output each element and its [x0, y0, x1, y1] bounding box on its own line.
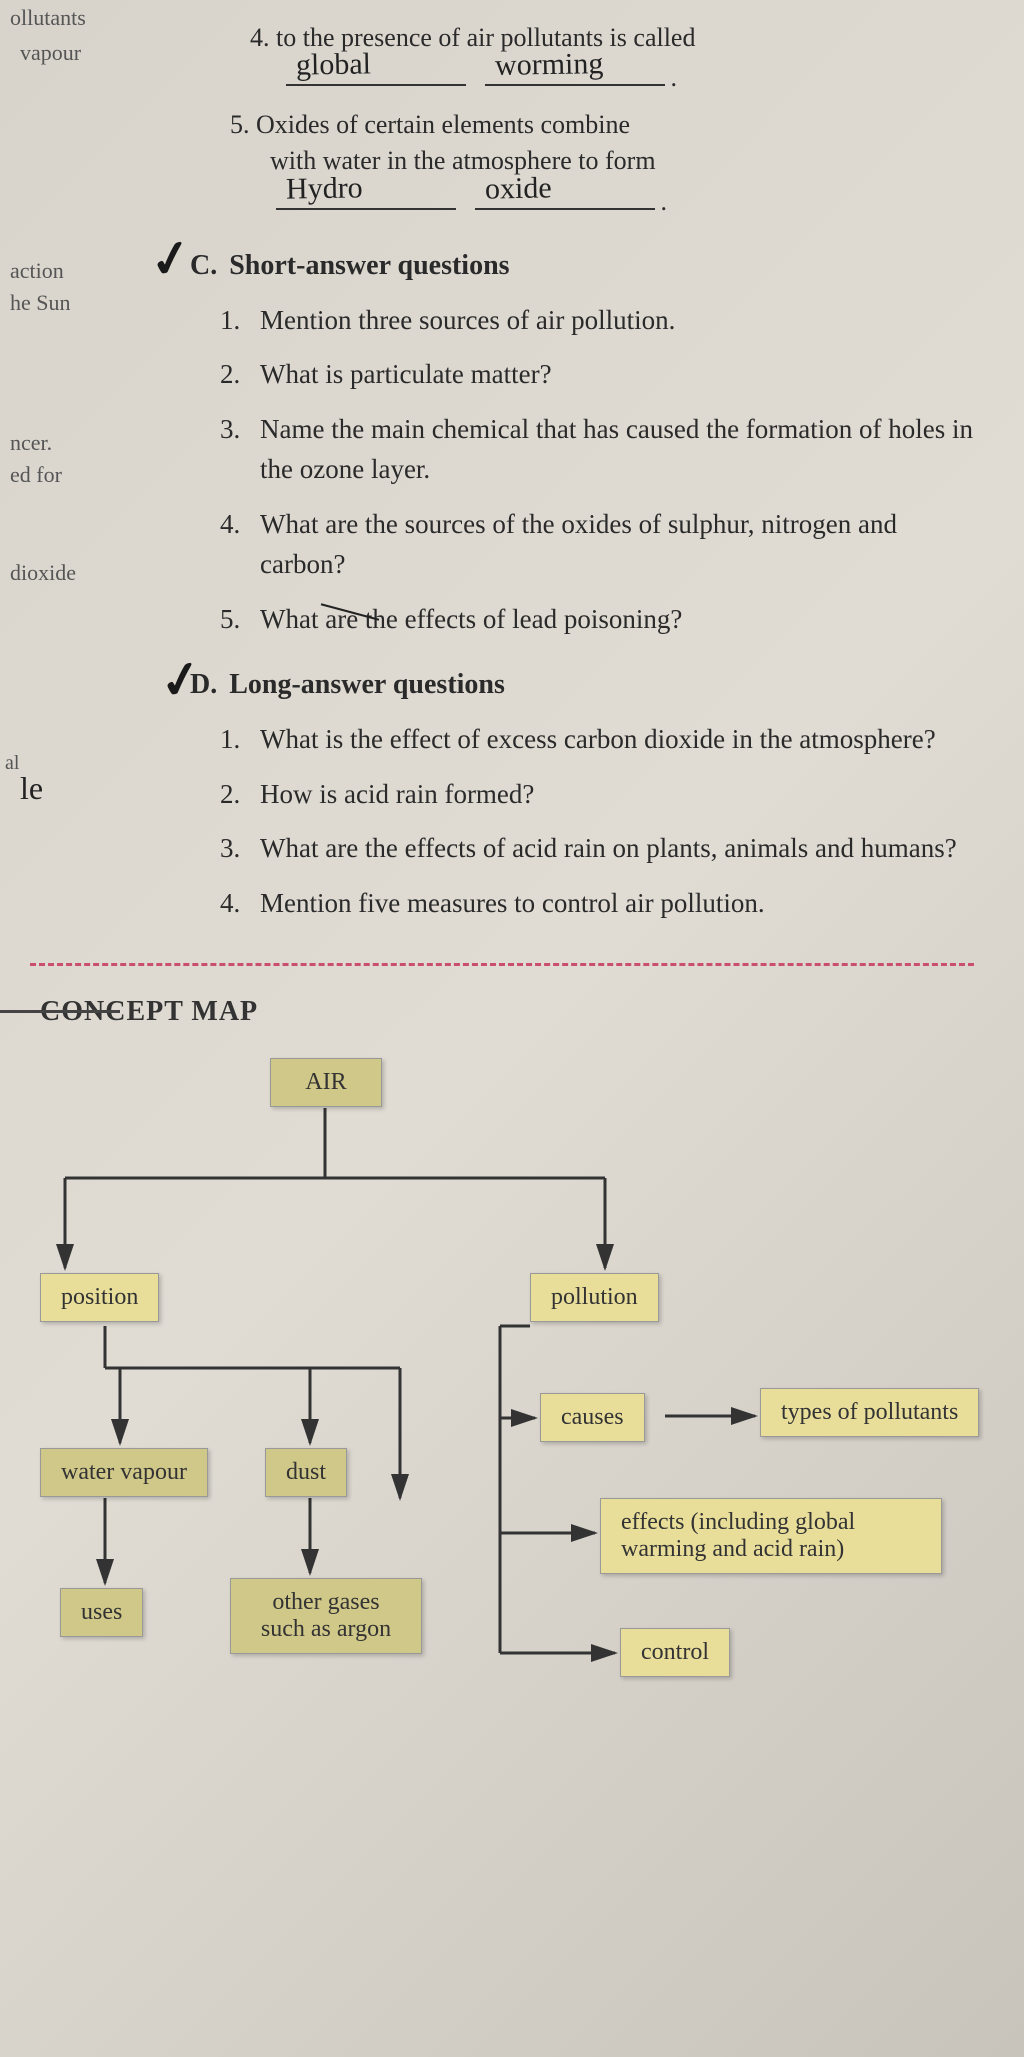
- main-content: 4. to the presence of air pollutants is …: [190, 20, 974, 923]
- blank: global: [286, 56, 466, 86]
- node-water-vapour: water vapour: [40, 1448, 208, 1497]
- handwritten-answer: oxide: [484, 167, 551, 210]
- question-item: 3.What are the effects of acid rain on p…: [220, 828, 974, 869]
- question-item: 2.What is particulate matter?: [220, 354, 974, 395]
- margin-word: al: [5, 752, 19, 775]
- margin-word: ollutants: [10, 5, 86, 31]
- section-c-questions: 1.Mention three sources of air pollution…: [190, 300, 974, 640]
- handwritten-answer: worming: [494, 43, 603, 87]
- tick-mark: ✓: [155, 648, 206, 712]
- section-title: Long-answer questions: [229, 669, 505, 701]
- margin-word: ed for: [10, 462, 62, 488]
- question-item: 3.Name the main chemical that has caused…: [220, 409, 974, 490]
- q4-num: 4.: [250, 23, 270, 52]
- margin-line: [0, 1010, 120, 1013]
- margin-word: dioxide: [10, 560, 76, 586]
- section-d-questions: 1.What is the effect of excess carbon di…: [190, 719, 974, 923]
- fill-q4: 4. to the presence of air pollutants is …: [190, 20, 974, 97]
- margin-word: he Sun: [10, 290, 71, 316]
- blank: oxide: [475, 180, 655, 210]
- node-effects: effects (including global warming and ac…: [600, 1498, 942, 1574]
- blank: Hydro: [276, 180, 456, 210]
- tick-mark: ✓: [145, 227, 196, 291]
- blank: worming: [485, 56, 665, 86]
- node-uses: uses: [60, 1588, 143, 1637]
- question-item: 4.What are the sources of the oxides of …: [220, 504, 974, 585]
- margin-word: action: [10, 258, 64, 284]
- question-item: 1.Mention three sources of air pollution…: [220, 300, 974, 341]
- node-control: control: [620, 1628, 730, 1677]
- question-item: 4.Mention five measures to control air p…: [220, 883, 974, 924]
- q5-num: 5.: [230, 110, 250, 139]
- node-pollution: pollution: [530, 1273, 659, 1322]
- node-air: AIR: [270, 1058, 382, 1107]
- node-causes: causes: [540, 1393, 645, 1442]
- margin-word: ncer.: [10, 430, 52, 456]
- margin-word: vapour: [20, 40, 81, 66]
- handwritten-note: le: [20, 770, 43, 807]
- concept-map: AIR position pollution water vapour dust…: [40, 1058, 994, 1708]
- q5-text-a: Oxides of certain elements combine: [256, 110, 630, 139]
- handwritten-answer: Hydro: [286, 167, 363, 210]
- concept-map-title: CONCEPT MAP: [40, 996, 994, 1028]
- question-item: 1.What is the effect of excess carbon di…: [220, 719, 974, 760]
- node-other-gases: other gases such as argon: [230, 1578, 422, 1654]
- section-divider: [30, 963, 974, 966]
- question-item: 5.What are the effects of lead poisoning…: [220, 599, 974, 640]
- connector-lines: [40, 1058, 994, 1708]
- handwritten-answer: global: [296, 44, 372, 87]
- node-types: types of pollutants: [760, 1388, 979, 1437]
- textbook-page: ollutants vapour action he Sun ncer. ed …: [0, 0, 1024, 2057]
- concept-map-section: CONCEPT MAP: [40, 996, 994, 1708]
- fill-q5: 5. Oxides of certain elements combine wi…: [190, 107, 974, 220]
- section-c-header: ✓ C. Short-answer questions: [190, 250, 974, 282]
- section-title: Short-answer questions: [229, 250, 509, 282]
- left-margin: ollutants vapour action he Sun ncer. ed …: [0, 0, 140, 2057]
- question-item: 2.How is acid rain formed?: [220, 774, 974, 815]
- section-d-header: ✓ D. Long-answer questions: [190, 669, 974, 701]
- node-position: position: [40, 1273, 159, 1322]
- node-dust: dust: [265, 1448, 347, 1497]
